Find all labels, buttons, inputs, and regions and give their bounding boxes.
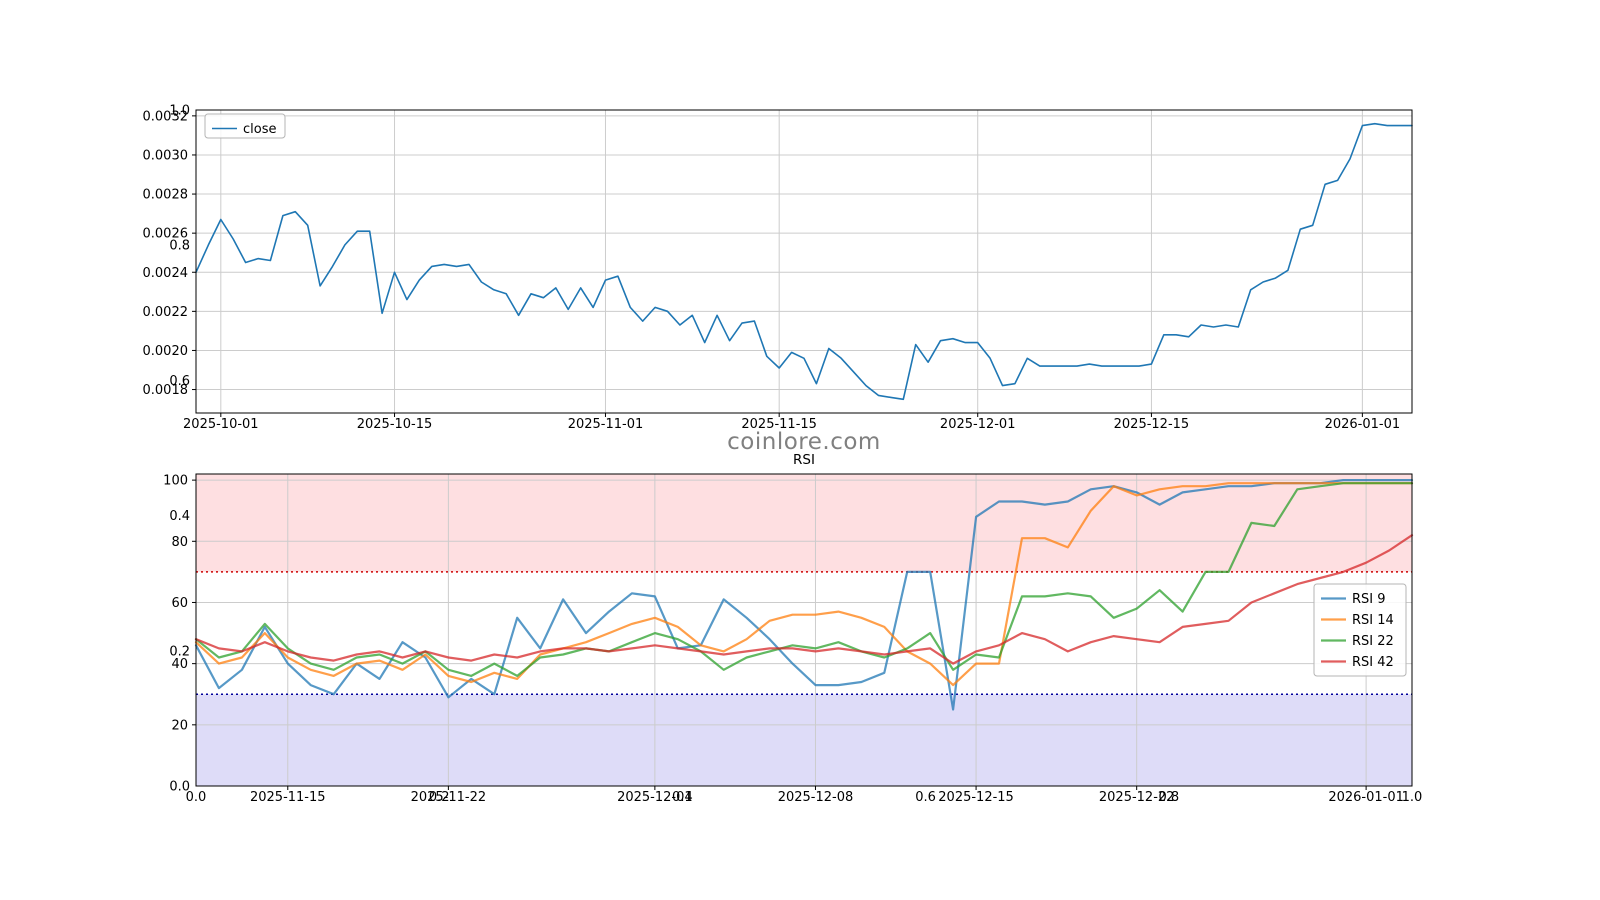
- legend-box: [204, 113, 286, 139]
- overlay-bottom-label: 0.6: [915, 790, 936, 805]
- x-tick-label: 2026-01-01: [1328, 790, 1404, 805]
- legend-label: RSI 42: [1352, 655, 1394, 670]
- plot-border: [195, 473, 1413, 787]
- y-tick-label: 0.0026: [143, 227, 189, 242]
- y-tick-label: 80: [171, 535, 188, 550]
- x-tick-label: 2025-11-15: [250, 790, 326, 805]
- legend-label: close: [243, 122, 276, 137]
- overlay-left-label: 0.6: [169, 374, 190, 389]
- series-rsi-14-line: [194, 482, 1414, 687]
- overlay-bottom-label: 0.0: [186, 790, 207, 805]
- x-tick-label: 2025-11-15: [741, 417, 817, 432]
- y-tick-label: 0.0030: [143, 148, 189, 163]
- overlay-bottom-label: 0.8: [1158, 790, 1179, 805]
- x-tick-label: 2025-11-01: [568, 417, 644, 432]
- overlay-left-label: 0.0: [169, 780, 190, 795]
- rsi-title: RSI: [793, 452, 815, 468]
- y-tick-label: 0.0032: [143, 109, 189, 124]
- overlay-left-label: 0.2: [169, 644, 190, 659]
- x-tick-label: 2026-01-01: [1325, 417, 1401, 432]
- series-rsi-42-line: [194, 534, 1414, 665]
- x-tick-label: 2025-11-22: [411, 790, 487, 805]
- x-tick-label: 2025-10-01: [183, 417, 259, 432]
- overlay-left-label: 1.0: [169, 104, 190, 119]
- oversold-band: [196, 694, 1412, 786]
- x-tick-label: 2025-12-01: [617, 790, 693, 805]
- overlay-bottom-label: 0.2: [429, 790, 450, 805]
- legend-label: RSI 14: [1352, 613, 1394, 628]
- series-close-line: [195, 122, 1413, 401]
- watermark-text: coinlore.com: [727, 429, 881, 455]
- y-tick-label: 0.0022: [143, 305, 189, 320]
- overlay-bottom-label: 0.4: [672, 790, 693, 805]
- y-tick-label: 40: [171, 657, 188, 672]
- x-tick-label: 2025-12-22: [1099, 790, 1175, 805]
- overbought-band: [196, 474, 1412, 572]
- y-tick-label: 0.0028: [143, 188, 189, 203]
- x-tick-label: 2025-10-15: [357, 417, 433, 432]
- y-tick-label: 0.0018: [143, 383, 189, 398]
- y-tick-label: 100: [163, 474, 188, 489]
- overlay-left-label: 0.8: [169, 239, 190, 254]
- legend-box: [1313, 583, 1407, 677]
- y-tick-label: 0.0024: [143, 266, 189, 281]
- overlay-left-label: 0.4: [169, 509, 190, 524]
- x-tick-label: 2025-12-01: [940, 417, 1016, 432]
- x-tick-label: 2025-12-15: [938, 790, 1014, 805]
- y-tick-label: 20: [171, 718, 188, 733]
- series-rsi-22-line: [194, 482, 1414, 678]
- series-rsi-9-line: [194, 479, 1414, 711]
- y-tick-label: 0.0020: [143, 344, 189, 359]
- plot-border: [195, 109, 1413, 414]
- x-tick-label: 2025-12-08: [778, 790, 854, 805]
- y-tick-label: 60: [171, 596, 188, 611]
- x-tick-label: 2025-12-15: [1114, 417, 1190, 432]
- overlay-bottom-label: 1.0: [1402, 790, 1423, 805]
- legend-label: RSI 9: [1352, 592, 1386, 607]
- legend-label: RSI 22: [1352, 634, 1394, 649]
